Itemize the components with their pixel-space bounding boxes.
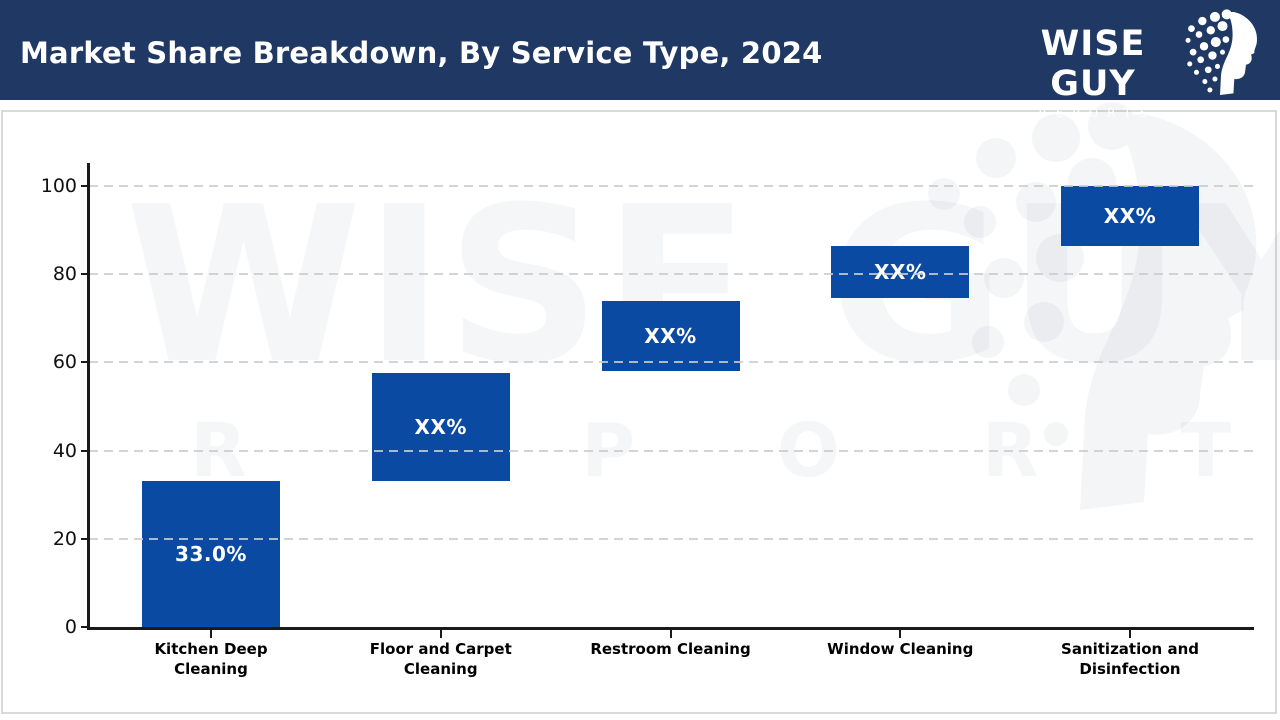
y-gridline [89,361,1254,364]
bar-segment: XX% [831,245,970,299]
x-category-label: Floor and Carpet Cleaning [369,640,512,678]
x-axis-spine [87,627,1254,630]
y-tick-mark [81,626,89,628]
y-gridline [89,449,1254,452]
x-tick-mark [669,629,672,638]
bar-segment: 33.0% [142,481,280,627]
y-gridline [89,273,1254,276]
x-category-label: Sanitization and Disinfection [1061,640,1199,678]
y-tick-label: 20 [52,527,77,550]
x-category-label: Kitchen Deep Cleaning [154,640,268,678]
bar-segment: XX% [371,373,510,482]
x-tick-mark [210,629,212,638]
y-gridline [89,185,1254,187]
dotted-head-icon [1185,9,1258,96]
y-tick-mark [81,449,89,452]
logo-text: WISE GUY REPORTS [1012,24,1174,120]
y-tick-label: 60 [52,351,77,374]
y-tick-label: 80 [52,263,77,286]
page-title: Market Share Breakdown, By Service Type,… [20,36,823,70]
logo-subtitle: REPORTS [1038,106,1157,120]
bar-value-label: 33.0% [175,542,247,567]
y-tick-mark [81,537,89,540]
bar-value-label: XX% [414,415,467,440]
y-tick-mark [81,185,89,187]
y-tick-label: 40 [52,439,77,462]
bar-value-label: XX% [1103,203,1157,228]
bar-segment: XX% [601,300,740,372]
logo-wordmark: WISE GUY [1040,24,1146,104]
x-category-label: Window Cleaning [827,640,974,658]
x-category-label: Restroom Cleaning [590,640,751,658]
bar-value-label: XX% [874,259,927,284]
y-axis-spine [87,163,90,629]
y-tick-mark [81,273,89,276]
x-tick-mark [439,629,442,638]
y-gridline [89,537,1254,540]
y-tick-label: 100 [40,175,77,197]
wise-guy-reports-logo: WISE GUY REPORTS [1012,6,1262,120]
x-tick-mark [899,629,902,638]
bar-value-label: XX% [644,323,697,348]
bar-segment: XX% [1061,186,1199,246]
x-tick-mark [1129,629,1131,638]
y-tick-mark [81,361,89,364]
y-tick-label: 0 [64,616,77,638]
header-banner: Market Share Breakdown, By Service Type,… [0,0,1280,120]
